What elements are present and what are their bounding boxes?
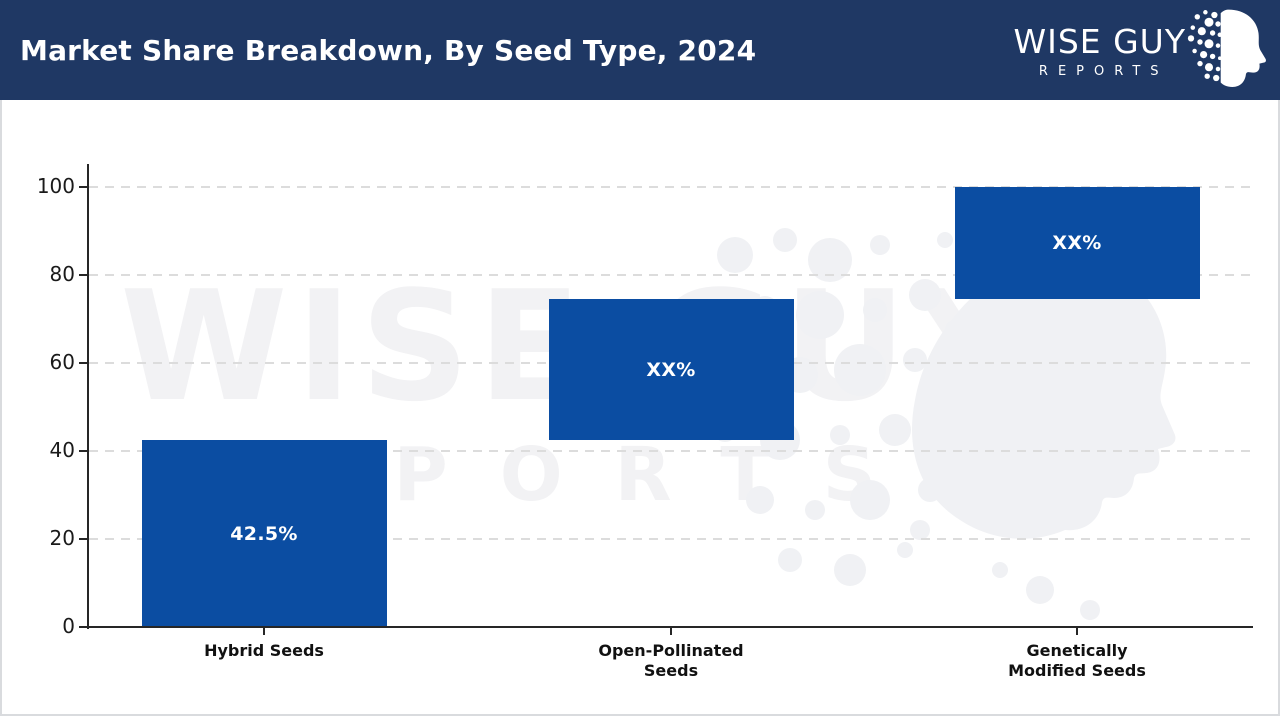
y-axis-tick-label-40: 40 bbox=[49, 438, 75, 462]
x-axis-label-genetically-modified-seeds: Genetically Modified Seeds bbox=[1008, 641, 1146, 680]
logo-face-icon bbox=[1187, 9, 1266, 88]
y-axis-tick-20 bbox=[79, 538, 87, 540]
bar-hybrid-seeds: 42.5% bbox=[141, 440, 387, 627]
bar-value-label-open-pollinated-seeds: XX% bbox=[646, 358, 696, 381]
bar-open-pollinated-seeds: XX% bbox=[548, 299, 794, 440]
x-axis-tick-hybrid-seeds bbox=[263, 628, 265, 635]
y-axis-tick-80 bbox=[79, 274, 87, 276]
y-axis-tick-100 bbox=[79, 186, 87, 188]
page-title: Market Share Breakdown, By Seed Type, 20… bbox=[20, 33, 757, 67]
y-axis-tick-label-80: 80 bbox=[49, 262, 75, 286]
page-border-frame bbox=[0, 100, 1280, 716]
gridline-20 bbox=[89, 538, 1253, 540]
x-axis-tick-genetically-modified-seeds bbox=[1076, 628, 1078, 635]
y-axis-tick-label-0: 0 bbox=[62, 614, 75, 638]
y-axis-tick-label-100: 100 bbox=[36, 174, 75, 198]
y-axis-tick-60 bbox=[79, 362, 87, 364]
gridline-80 bbox=[89, 274, 1253, 276]
header-bar: Market Share Breakdown, By Seed Type, 20… bbox=[0, 0, 1280, 100]
x-axis-label-open-pollinated-seeds: Open-Pollinated Seeds bbox=[598, 641, 744, 680]
y-axis-tick-40 bbox=[79, 450, 87, 452]
y-axis-tick-label-60: 60 bbox=[49, 350, 75, 374]
y-axis-tick-0 bbox=[79, 626, 87, 628]
brand-logo: WISE GUY REPORTS bbox=[1004, 2, 1272, 98]
y-axis-tick-label-20: 20 bbox=[49, 526, 75, 550]
bar-value-label-hybrid-seeds: 42.5% bbox=[230, 522, 298, 545]
x-axis-line bbox=[87, 626, 1253, 628]
logo-sub-label: REPORTS bbox=[1038, 64, 1169, 79]
chart-area: 0 20 40 60 80 100 42.5% Hybrid Seeds XX% Open-Pol… bbox=[0, 100, 1280, 720]
logo-text: WISE GUY REPORTS bbox=[1013, 22, 1186, 79]
bar-genetically-modified-seeds: XX% bbox=[954, 187, 1200, 300]
y-axis-line bbox=[87, 164, 89, 629]
x-axis-tick-open-pollinated-seeds bbox=[670, 628, 672, 635]
watermark-face-icon bbox=[713, 216, 1176, 620]
gridline-100 bbox=[89, 186, 1253, 188]
bar-value-label-genetically-modified-seeds: XX% bbox=[1052, 232, 1102, 255]
x-axis-label-hybrid-seeds: Hybrid Seeds bbox=[204, 641, 324, 660]
logo-brand-label: WISE GUY bbox=[1013, 22, 1186, 61]
gridline-40 bbox=[89, 450, 1253, 452]
